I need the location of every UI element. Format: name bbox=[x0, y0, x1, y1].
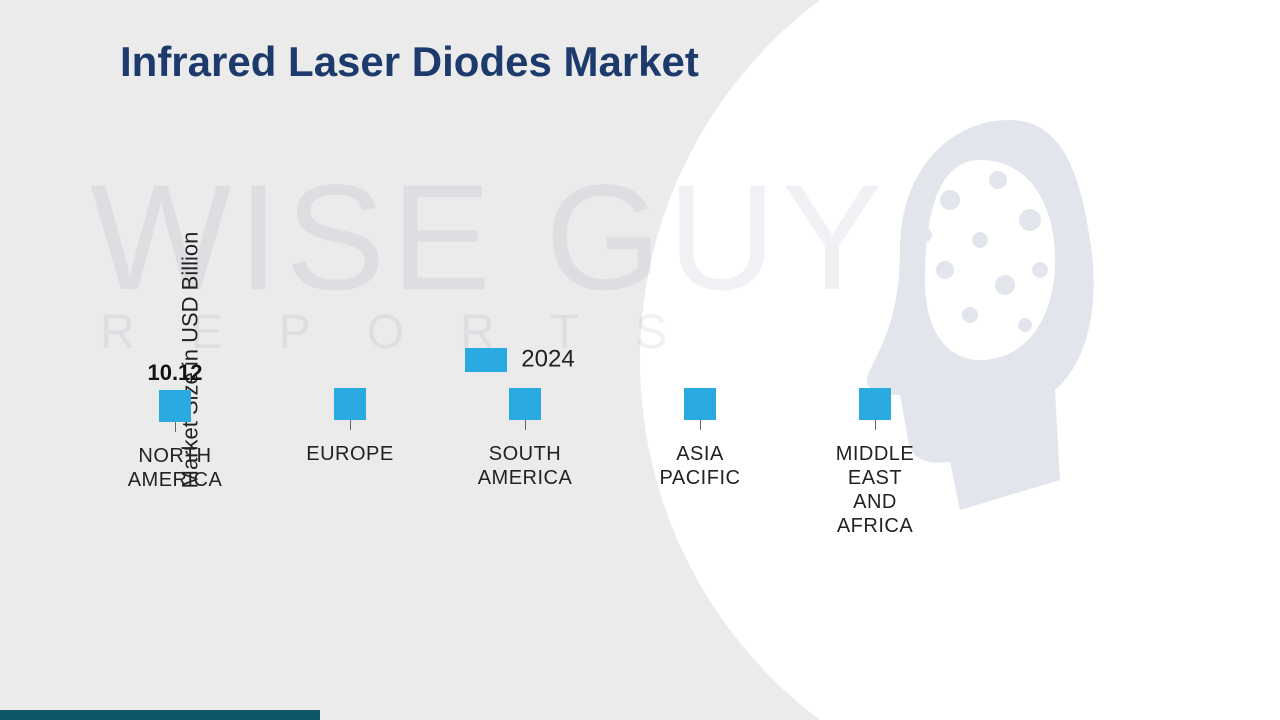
category-0: 10.12 NORTHAMERICA bbox=[100, 360, 250, 492]
bottom-accent-bar bbox=[0, 710, 320, 720]
page-title: Infrared Laser Diodes Market bbox=[120, 38, 699, 86]
bar bbox=[684, 388, 716, 420]
category-label: SOUTHAMERICA bbox=[450, 442, 600, 490]
bar bbox=[159, 390, 191, 422]
category-label: NORTHAMERICA bbox=[100, 444, 250, 492]
bar bbox=[334, 388, 366, 420]
brand-head-icon bbox=[1182, 15, 1262, 105]
bar bbox=[859, 388, 891, 420]
category-2: SOUTHAMERICA bbox=[450, 388, 600, 490]
category-label: EUROPE bbox=[275, 442, 425, 466]
region-bar-chart: 2024 10.12 NORTHAMERICA EUROPE SOUTHAMERICA… bbox=[100, 150, 940, 580]
axis-tick bbox=[350, 420, 351, 430]
category-label: MIDDLEEASTANDAFRICA bbox=[800, 442, 950, 538]
category-3: ASIAPACIFIC bbox=[625, 388, 775, 490]
category-label: ASIAPACIFIC bbox=[625, 442, 775, 490]
category-4: MIDDLEEASTANDAFRICA bbox=[800, 388, 950, 538]
legend-label: 2024 bbox=[521, 346, 574, 373]
axis-tick bbox=[175, 422, 176, 432]
bar-value: 10.12 bbox=[100, 360, 250, 386]
category-1: EUROPE bbox=[275, 388, 425, 466]
bar bbox=[509, 388, 541, 420]
brand-logo: WISE GUY REPORTS bbox=[986, 20, 1256, 100]
page: WISE GUY REPORTS Infrared Laser Diodes M… bbox=[0, 0, 1280, 720]
legend-swatch bbox=[465, 348, 507, 372]
axis-tick bbox=[875, 420, 876, 430]
axis-tick bbox=[700, 420, 701, 430]
axis-tick bbox=[525, 420, 526, 430]
